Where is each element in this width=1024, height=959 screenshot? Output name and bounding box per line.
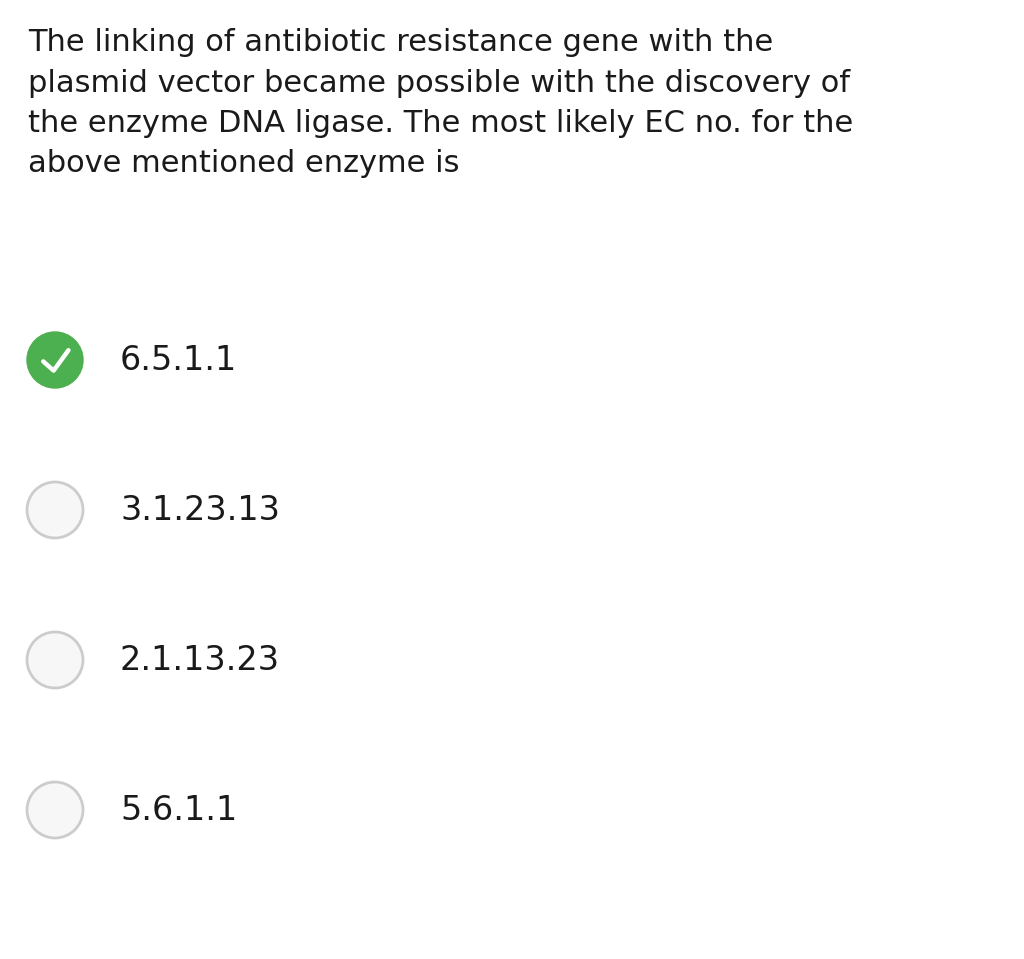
Circle shape — [27, 632, 83, 688]
Text: 5.6.1.1: 5.6.1.1 — [120, 793, 238, 827]
Circle shape — [27, 782, 83, 838]
Text: 2.1.13.23: 2.1.13.23 — [120, 643, 280, 676]
Text: 3.1.23.13: 3.1.23.13 — [120, 494, 280, 526]
Circle shape — [27, 332, 83, 388]
Text: 6.5.1.1: 6.5.1.1 — [120, 343, 238, 377]
Text: The linking of antibiotic resistance gene with the
plasmid vector became possibl: The linking of antibiotic resistance gen… — [28, 28, 853, 178]
Circle shape — [27, 482, 83, 538]
